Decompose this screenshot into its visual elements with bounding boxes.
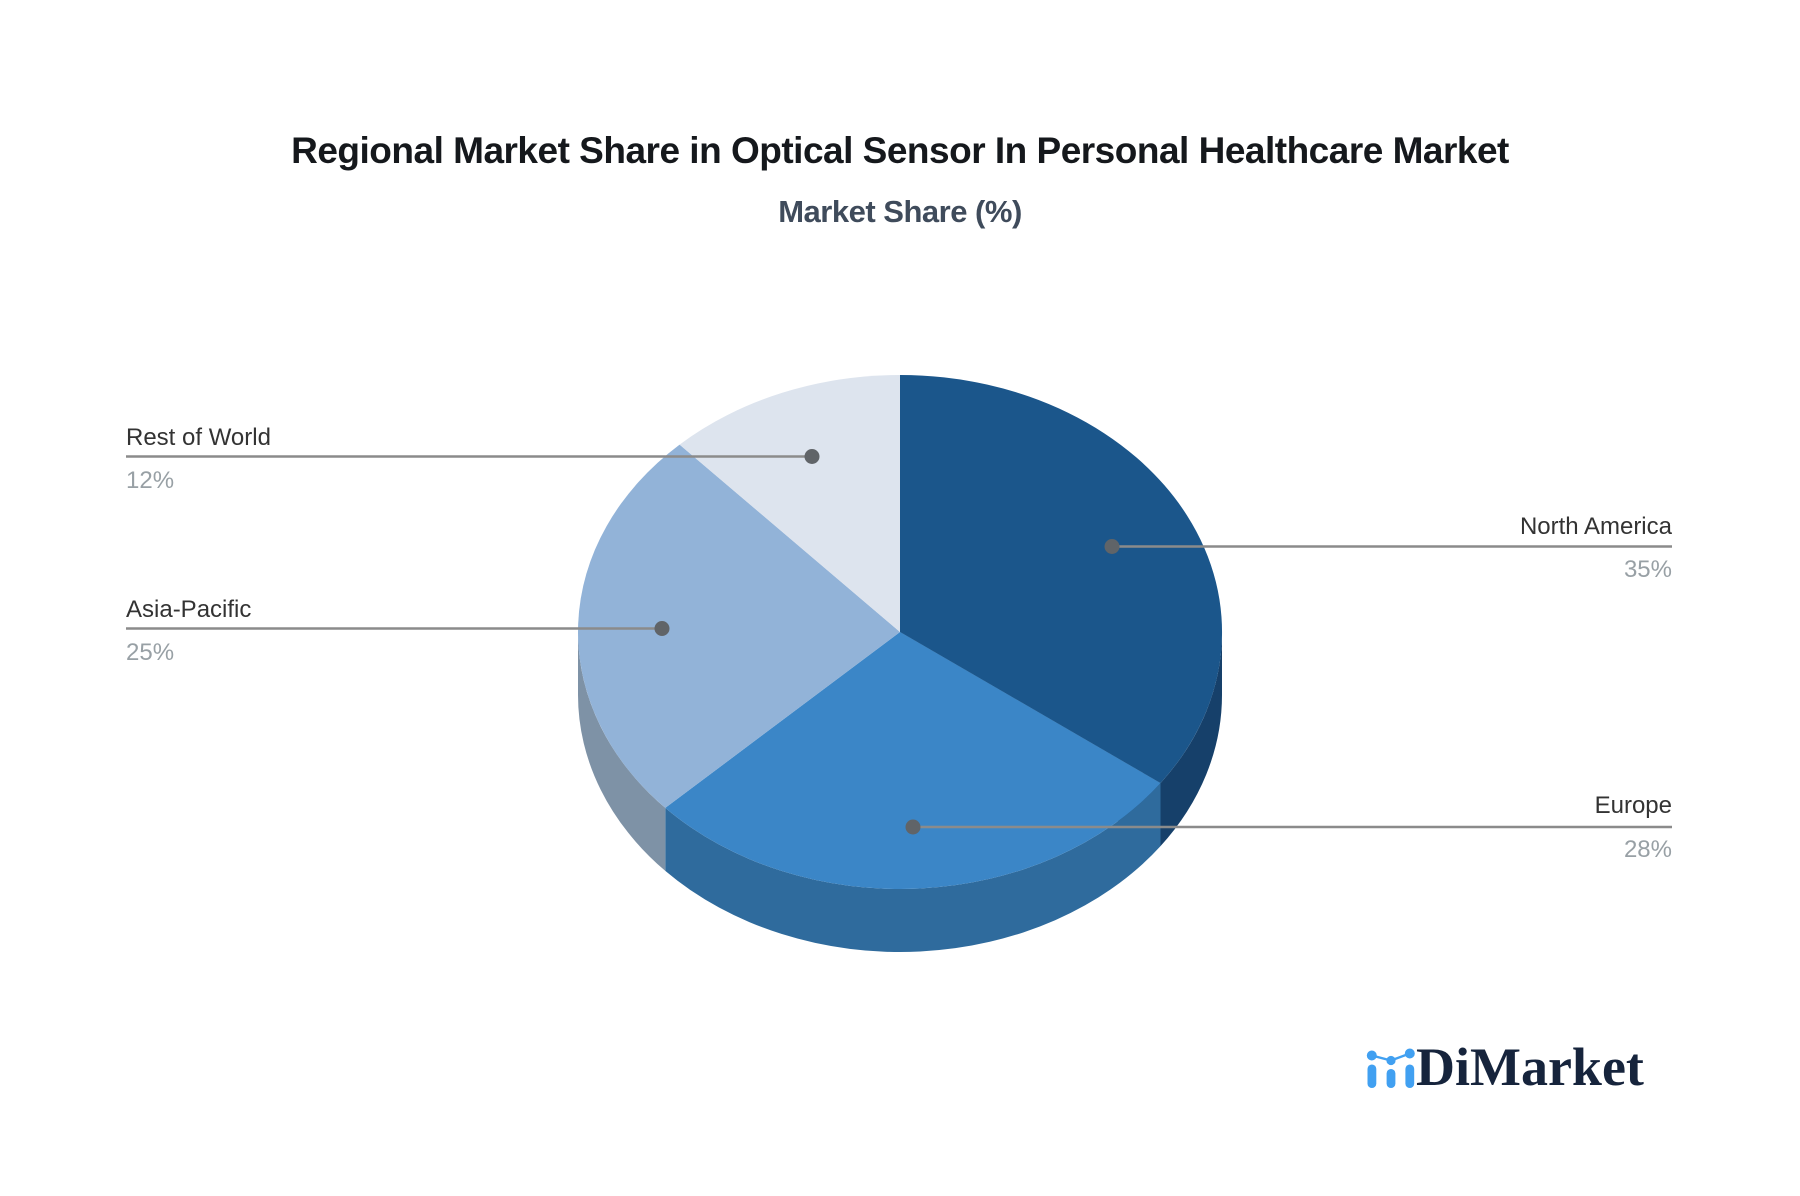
callout-value-north-america: 35% <box>1623 556 1672 583</box>
pie-slice-side-europe <box>665 783 1161 952</box>
callout-label-rest-of-world: Rest of World <box>126 424 271 451</box>
callout-value-rest-of-world: 12% <box>126 467 175 494</box>
pie-slice-europe[interactable] <box>665 632 1161 889</box>
callout-value-asia-pacific: 25% <box>126 639 175 666</box>
callout-dot-asia-pacific <box>654 621 670 636</box>
callout-label-europe: Europe <box>1594 792 1672 819</box>
pie-slice-side-asia-pacific <box>578 632 666 871</box>
pie-slice-rest-of-world[interactable] <box>679 375 900 632</box>
callout-dot-europe <box>905 819 921 835</box>
callout-label-north-america: North America <box>1519 513 1672 540</box>
callout-label-asia-pacific: Asia-Pacific <box>126 596 252 623</box>
callout-value-europe: 28% <box>1623 836 1672 863</box>
pie-slice-side-north-america <box>1160 632 1222 847</box>
chart-title: Regional Market Share in Optical Sensor … <box>291 130 1509 171</box>
chart-subtitle: Market Share (%) <box>778 194 1022 229</box>
brand-logo-text: DiMarket <box>1416 1037 1644 1097</box>
pie-slice-asia-pacific[interactable] <box>578 444 900 808</box>
mini-bar-line-chart-icon <box>1366 1048 1415 1088</box>
pie-slice-north-america[interactable] <box>900 375 1223 784</box>
callout-dot-rest-of-world <box>804 449 820 464</box>
callout-dot-north-america <box>1104 539 1120 554</box>
